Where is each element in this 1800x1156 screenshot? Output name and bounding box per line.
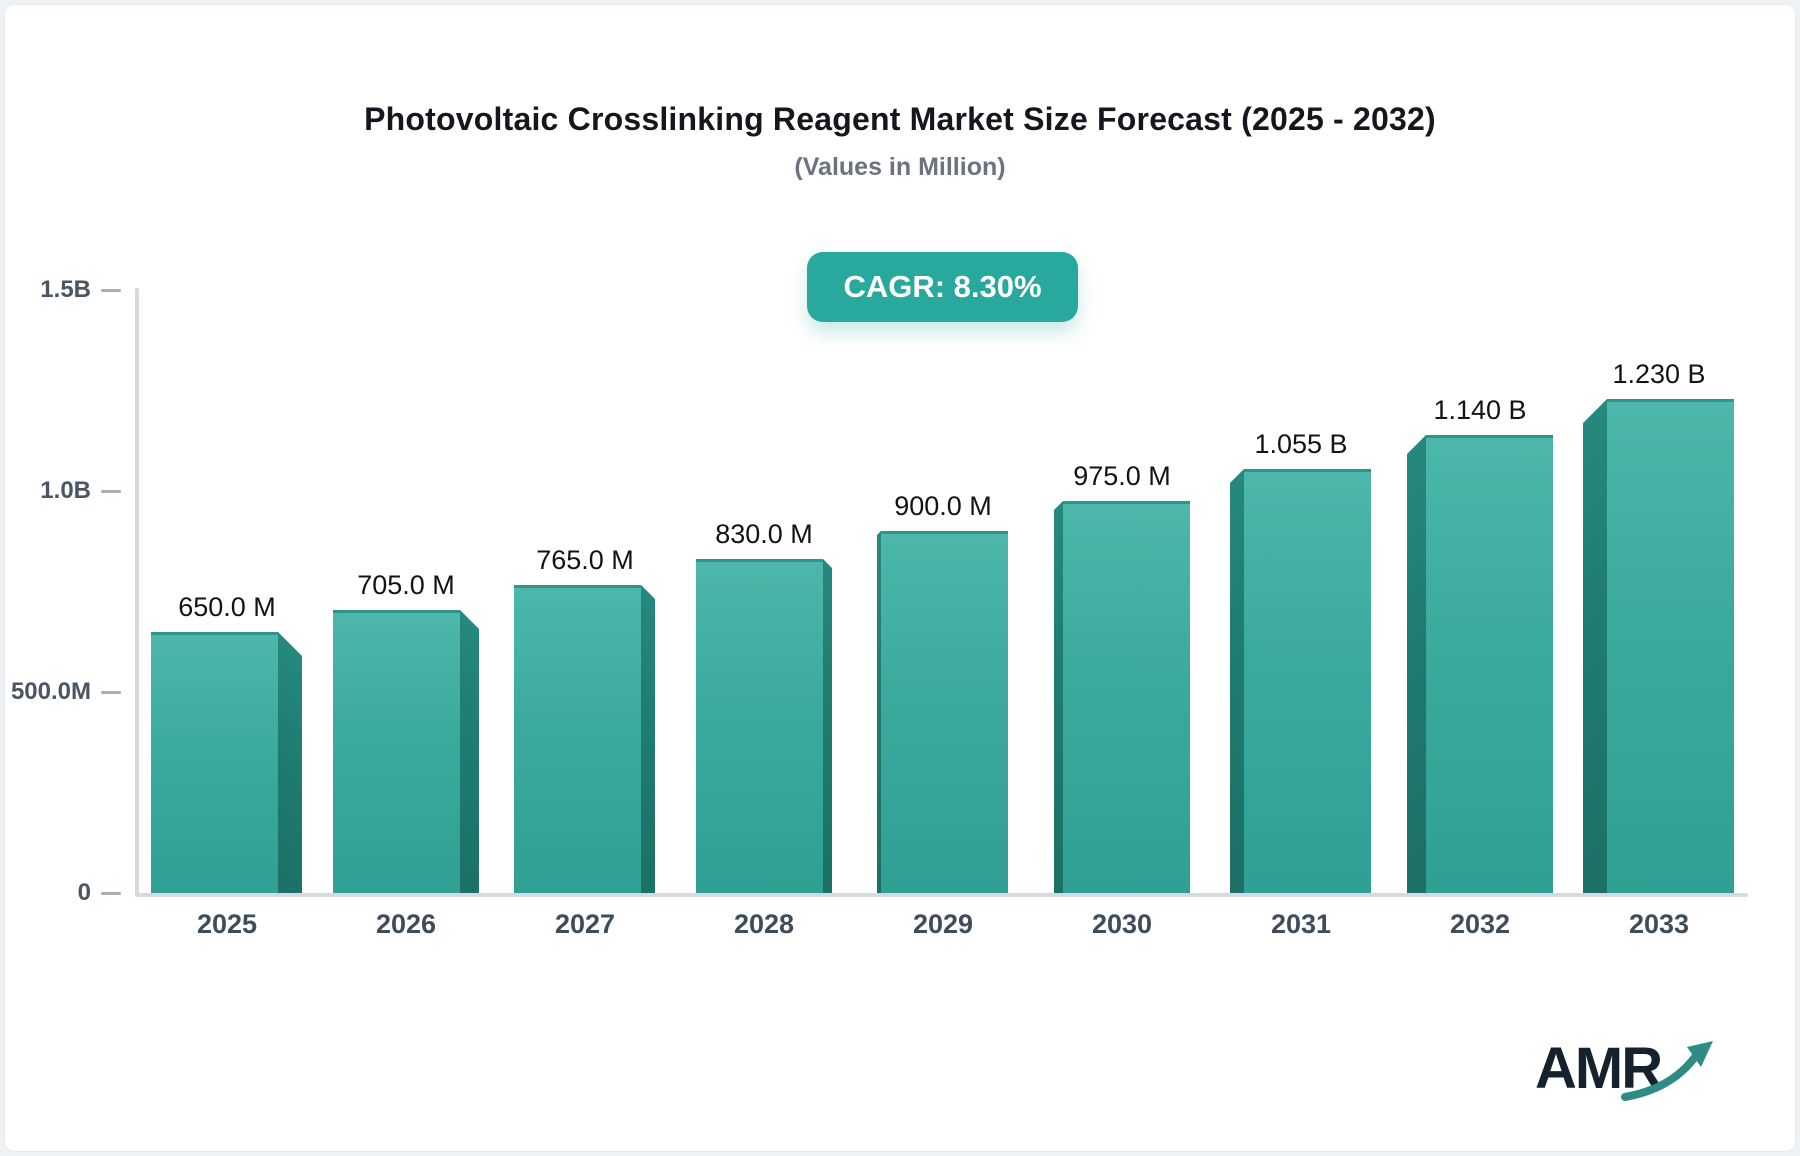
bar-2032 [1407, 435, 1553, 893]
x-axis-label: 2025 [196, 909, 258, 939]
bar-2030 [1054, 501, 1190, 893]
bar-front-face [333, 610, 460, 893]
bar-2031 [1230, 469, 1371, 893]
y-axis-tick-label: 0 [77, 879, 91, 906]
bar-value-label: 975.0 M [1073, 461, 1171, 491]
bar-front-face [151, 632, 278, 893]
bar-side-face [1407, 435, 1426, 893]
x-axis-label: 2031 [1270, 909, 1332, 939]
x-axis-label: 2028 [733, 909, 795, 939]
bar-front-face [514, 585, 641, 893]
y-axis-tick-mark [101, 891, 121, 895]
bar-side-face [278, 632, 302, 893]
bar-2025 [151, 632, 302, 893]
y-axis-tick-mark [101, 489, 121, 493]
bar-value-label: 830.0 M [715, 519, 813, 549]
bar-front-face [881, 531, 1008, 893]
bar-side-face [460, 610, 479, 893]
bar-side-face [1230, 469, 1244, 893]
bar-front-face [1426, 435, 1553, 893]
cagr-badge: CAGR: 8.30% [807, 252, 1078, 322]
amr-logo: AMR [1535, 1035, 1735, 1125]
x-axis-label: 2030 [1091, 909, 1153, 939]
bar-side-face [877, 531, 881, 893]
bar-front-face [1063, 501, 1190, 893]
bar-value-label: 1.055 B [1254, 429, 1348, 459]
chart-card: Photovoltaic Crosslinking Reagent Market… [5, 5, 1795, 1151]
y-axis-line [135, 288, 139, 897]
x-axis-line [135, 893, 1748, 897]
bar-value-label: 900.0 M [894, 491, 992, 521]
chart-title: Photovoltaic Crosslinking Reagent Market… [364, 101, 1436, 137]
bar-2029 [877, 531, 1008, 893]
bar-front-face [1607, 399, 1734, 893]
y-axis-tick-mark [101, 288, 121, 292]
bar-side-face [1583, 399, 1607, 893]
x-axis-label: 2026 [375, 909, 437, 939]
bar-value-label: 1.230 B [1612, 359, 1706, 389]
y-axis-tick-mark [101, 690, 121, 694]
bar-side-face [823, 559, 832, 893]
bar-value-label: 765.0 M [536, 545, 634, 575]
bar-front-face [696, 559, 823, 893]
x-axis-label: 2029 [912, 909, 974, 939]
bar-front-face [1244, 469, 1371, 893]
growth-arrow-icon [1621, 1041, 1713, 1101]
cagr-badge-wrap: CAGR: 8.30% [137, 252, 1748, 322]
bar-value-label: 650.0 M [178, 592, 276, 622]
x-axis-label: 2033 [1628, 909, 1690, 939]
bar-2027 [514, 585, 655, 893]
bar-2028 [696, 559, 832, 893]
y-axis-tick-label: 500.0M [10, 678, 91, 705]
bar-2033 [1583, 399, 1734, 893]
bar-2026 [333, 610, 479, 893]
chart-subtitle: (Values in Million) [794, 153, 1006, 181]
bar-value-label: 705.0 M [357, 570, 455, 600]
bar-side-face [1054, 501, 1063, 893]
y-axis-tick-label: 1.5B [40, 276, 91, 303]
x-axis-label: 2032 [1449, 909, 1511, 939]
y-axis-tick-label: 1.0B [40, 477, 91, 504]
x-axis-label: 2027 [554, 909, 616, 939]
bar-value-label: 1.140 B [1433, 395, 1527, 425]
bar-side-face [641, 585, 655, 893]
